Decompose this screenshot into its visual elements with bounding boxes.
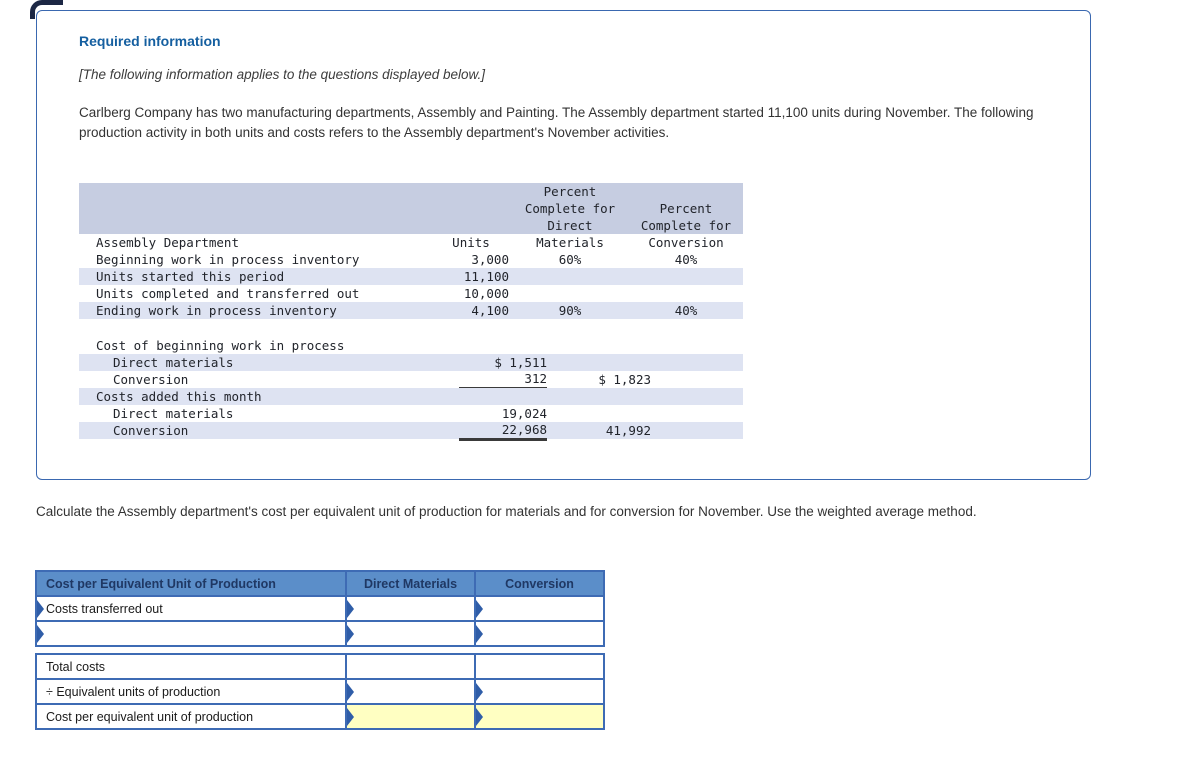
- input-conv-blank-row[interactable]: [474, 620, 605, 647]
- input-dm-costs-transferred[interactable]: [345, 595, 476, 622]
- output-conv-total-costs: [474, 653, 605, 680]
- total-underline: 22,968: [459, 421, 547, 439]
- table-row: Units completed and transferred out 10,0…: [96, 286, 509, 301]
- worksheet-row-total-costs: Total costs: [35, 653, 605, 680]
- table-row: Conversion 312 $ 1,823: [113, 370, 651, 388]
- materials-header-line: Complete for: [524, 201, 616, 216]
- input-marker-icon: [476, 707, 483, 726]
- worksheet-row-costs-transferred: Costs transferred out: [35, 595, 605, 622]
- column-titles-row: Assembly Department Units Materials Conv…: [79, 234, 743, 251]
- worksheet-row-equivalent-units: ÷ Equivalent units of production: [35, 678, 605, 705]
- table-row: Beginning work in process inventory 3,00…: [96, 252, 698, 267]
- intro-paragraph: Carlberg Company has two manufacturing d…: [79, 105, 1034, 140]
- col-title-materials: Materials: [536, 235, 604, 250]
- blank-label-dropdown[interactable]: [35, 620, 347, 647]
- input-conv-equivalent-units[interactable]: [474, 678, 605, 705]
- subtotal-underline: 312: [459, 370, 547, 388]
- worksheet-header-row: Cost per Equivalent Unit of Production D…: [35, 570, 605, 597]
- table-row: Cost of beginning work in process: [96, 338, 345, 353]
- required-information-panel: Required information [The following info…: [36, 10, 1091, 480]
- input-marker-icon: [347, 707, 354, 726]
- question-text: Calculate the Assembly department's cost…: [36, 504, 977, 519]
- equivalent-units-label: ÷ Equivalent units of production: [35, 678, 347, 705]
- input-marker-icon: [347, 599, 354, 618]
- col-title-conversion: Conversion: [648, 235, 724, 250]
- input-marker-icon: [347, 624, 354, 643]
- input-dm-equivalent-units[interactable]: [345, 678, 476, 705]
- header-line-3: Direct Complete for: [79, 217, 743, 234]
- header-line-2: Complete for Percent: [79, 200, 743, 217]
- table-row: Direct materials 19,024: [113, 406, 547, 421]
- result-dm-cost-per-eup[interactable]: [345, 703, 476, 730]
- col-title-department: Assembly Department: [96, 235, 239, 250]
- conversion-column-header: Conversion: [474, 570, 605, 597]
- table-row: Direct materials $ 1,511: [79, 354, 743, 371]
- col-title-units: Units: [452, 235, 490, 250]
- collapsed-panel-corner: [30, 0, 63, 19]
- output-dm-total-costs: [345, 653, 476, 680]
- answer-worksheet: Cost per Equivalent Unit of Production D…: [35, 570, 605, 730]
- cost-per-eup-label: Cost per equivalent unit of production: [35, 703, 347, 730]
- table-header-band: Percent Complete for Percent Direct Comp…: [79, 183, 743, 234]
- table-row: Ending work in process inventory 4,100 9…: [79, 302, 743, 319]
- table-row: Conversion 22,968 41,992: [79, 422, 743, 439]
- header-line-1: Percent: [79, 183, 743, 200]
- conversion-header-line: Percent: [659, 201, 713, 216]
- input-marker-icon: [476, 682, 483, 701]
- costs-transferred-out-dropdown[interactable]: Costs transferred out: [35, 595, 347, 622]
- table-row: Units started this period 11,100: [79, 268, 743, 285]
- production-data-table: Percent Complete for Percent Direct Comp…: [79, 183, 743, 439]
- input-marker-icon: [347, 682, 354, 701]
- input-marker-icon: [37, 624, 44, 643]
- input-marker-icon: [476, 624, 483, 643]
- worksheet-row-blank: [35, 620, 605, 647]
- input-marker-icon: [476, 599, 483, 618]
- conversion-header-line: Complete for: [640, 218, 732, 233]
- table-row: Costs added this month: [79, 388, 743, 405]
- worksheet-row-cost-per-eup: Cost per equivalent unit of production: [35, 703, 605, 730]
- input-conv-costs-transferred[interactable]: [474, 595, 605, 622]
- materials-header-line: Direct: [547, 218, 593, 233]
- worksheet-title-header: Cost per Equivalent Unit of Production: [35, 570, 347, 597]
- input-marker-icon: [37, 599, 44, 618]
- materials-header-line: Percent: [543, 184, 597, 199]
- table-spacer: [79, 319, 743, 337]
- input-dm-blank-row[interactable]: [345, 620, 476, 647]
- result-conv-cost-per-eup[interactable]: [474, 703, 605, 730]
- applies-note: [The following information applies to th…: [79, 67, 485, 82]
- total-costs-label: Total costs: [35, 653, 347, 680]
- direct-materials-column-header: Direct Materials: [345, 570, 476, 597]
- required-information-heading: Required information: [79, 33, 221, 49]
